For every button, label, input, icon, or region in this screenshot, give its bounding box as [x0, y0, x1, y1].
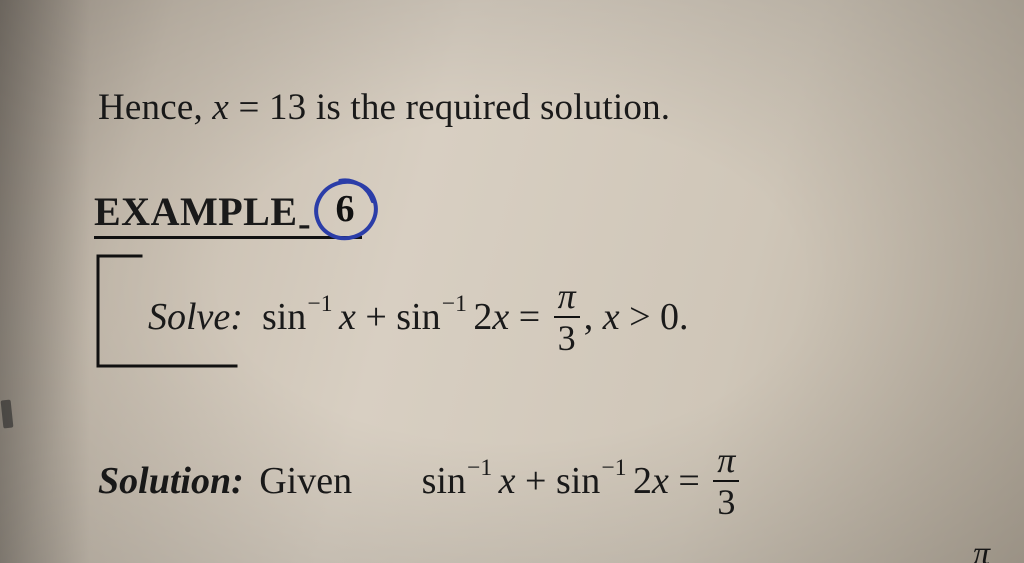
- text-suffix: is the required solution.: [306, 87, 670, 128]
- example-number-circled: 6: [316, 182, 374, 240]
- margin-mark: [1, 400, 14, 429]
- solve-line: Solve: sin−1 x + sin−1 2x = π3, x > 0.: [148, 278, 689, 356]
- x-2: x: [492, 296, 509, 338]
- ssup-2: −1: [601, 455, 626, 481]
- coef-2: 2: [473, 296, 492, 338]
- example-label: EXAMPLE: [94, 188, 298, 235]
- sup-1: −1: [307, 291, 332, 317]
- frac-pi-3: π3: [554, 278, 580, 356]
- scoef-2: 2: [633, 460, 652, 502]
- solve-label: Solve:: [148, 296, 243, 338]
- comma: ,: [584, 296, 603, 338]
- zero: 0: [660, 296, 679, 338]
- sx-1: x: [499, 460, 516, 502]
- example-number: 6: [316, 182, 374, 240]
- example-dash: -: [298, 202, 311, 246]
- value-13: 13: [269, 87, 306, 128]
- given-text: Given: [259, 460, 352, 502]
- x-3: x: [603, 296, 620, 338]
- seq-1: =: [669, 460, 709, 502]
- textbook-page: Hence, x = 13 is the required solution. …: [0, 0, 1024, 563]
- sfn-sin-1: sin: [422, 460, 466, 502]
- solve-expression: sin−1 x + sin−1 2x = π3, x > 0.: [252, 296, 688, 338]
- splus-1: +: [516, 460, 556, 502]
- eq-1: =: [509, 296, 549, 338]
- sfrac-pi-3: π3: [713, 442, 739, 520]
- solution-expression: sin−1 x + sin−1 2x = π3: [422, 460, 744, 502]
- text-hence: Hence,: [98, 87, 212, 128]
- solution-label: Solution:: [98, 460, 244, 502]
- page-gutter-shadow: [0, 0, 90, 563]
- ssup-1: −1: [467, 455, 492, 481]
- frac-num: π: [554, 278, 580, 316]
- sx-2: x: [652, 460, 669, 502]
- sfrac-num: π: [713, 442, 739, 480]
- frac-den: 3: [554, 318, 580, 356]
- fn-sin-2: sin: [396, 296, 440, 338]
- solution-line: Solution: Given sin−1 x + sin−1 2x = π3: [98, 442, 1024, 520]
- sup-2: −1: [442, 291, 467, 317]
- fn-sin-1: sin: [262, 296, 306, 338]
- sfn-sin-2: sin: [556, 460, 600, 502]
- x-1: x: [339, 296, 356, 338]
- sfrac-den: 3: [713, 482, 739, 520]
- period: .: [679, 296, 689, 338]
- gt: >: [620, 296, 660, 338]
- conclusion-line: Hence, x = 13 is the required solution.: [98, 86, 670, 129]
- pi-peek: π: [973, 535, 990, 563]
- var-x: x: [212, 87, 229, 128]
- plus-1: +: [356, 296, 396, 338]
- example-heading: EXAMPLE - 6: [94, 188, 298, 248]
- eq-sign: =: [229, 87, 269, 128]
